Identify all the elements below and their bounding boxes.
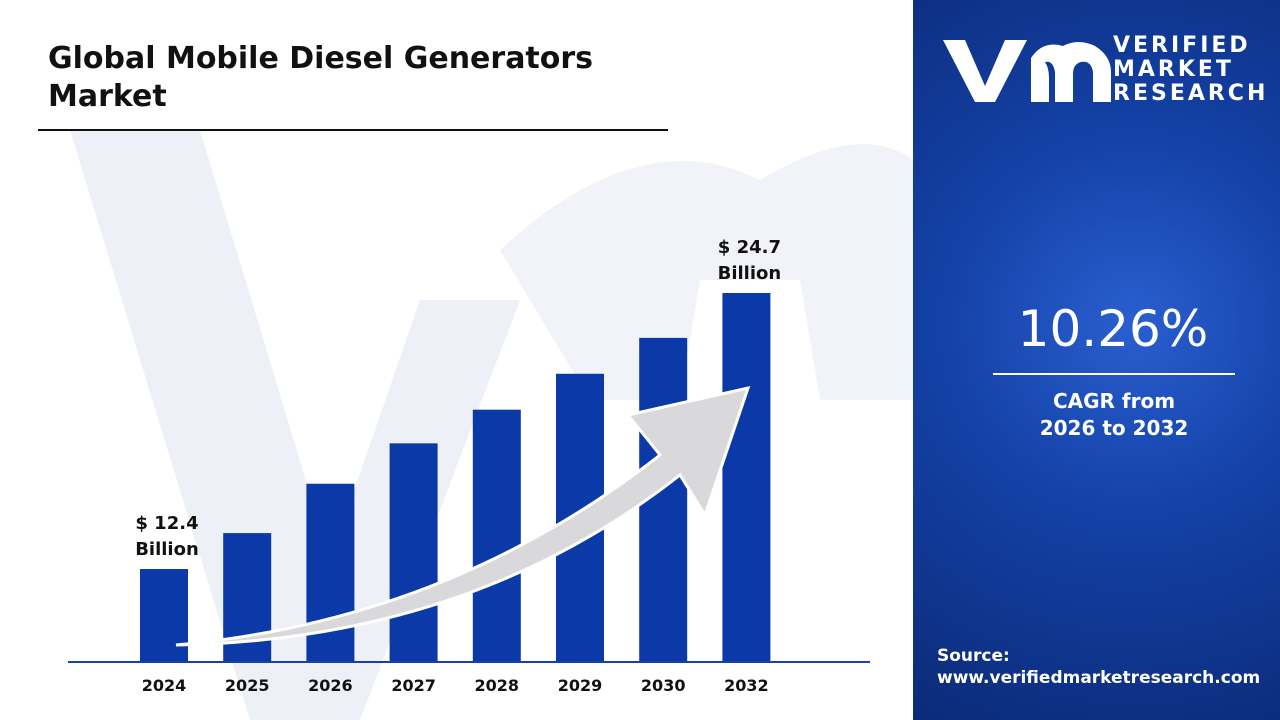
logo-text: VERIFIED [1113, 33, 1251, 58]
x-tick-label: 2029 [557, 676, 603, 695]
chart [68, 130, 913, 720]
source-url: www.verifiedmarketresearch.com [937, 668, 1261, 688]
cagr-rule [993, 373, 1235, 375]
data-label: $ 24.7 Billion [717, 237, 782, 284]
bar [306, 483, 355, 662]
cagr-label: CAGR from 2026 to 2032 [1039, 389, 1189, 440]
bar [722, 293, 771, 662]
x-tick-label: 2026 [308, 676, 353, 695]
x-tick-label: 2027 [391, 676, 436, 695]
source-label: Source: [937, 646, 1010, 666]
growth-arrow [175, 385, 751, 647]
bar [140, 569, 188, 662]
x-tick-label: 2030 [640, 676, 686, 695]
x-tick-label: 2025 [224, 676, 270, 695]
x-tick-label: 2024 [141, 676, 187, 695]
cagr-value: 10.26% [1017, 300, 1209, 358]
side-panel [913, 0, 1280, 720]
bar [389, 443, 438, 662]
logo-text: MARKET [1113, 57, 1234, 82]
bar [472, 409, 521, 662]
logo-mark [943, 40, 1111, 102]
x-tick-label: 2028 [474, 676, 520, 695]
title-rule [38, 129, 668, 131]
data-label: $ 12.4 Billion [135, 513, 199, 560]
watermark [500, 144, 913, 400]
logo-text: RESEARCH [1113, 81, 1269, 106]
x-tick-label: 2032 [724, 676, 769, 695]
chart-title: Global Mobile Diesel Generators Market [48, 41, 594, 114]
